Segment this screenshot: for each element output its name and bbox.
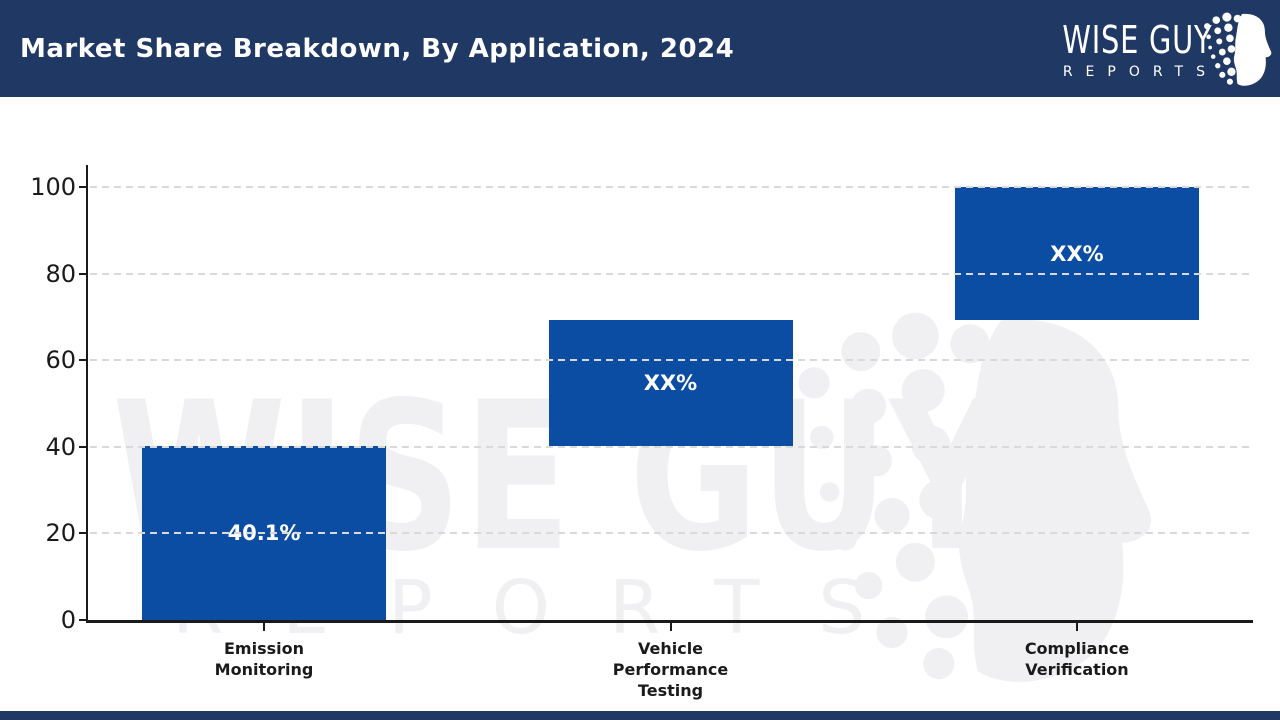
gridline-80 xyxy=(90,272,1253,275)
x-category-label: Vehicle Performance Testing xyxy=(511,638,831,701)
y-tick-label-80: 80 xyxy=(45,259,76,288)
x-tick-1 xyxy=(669,623,672,631)
x-category-label-line: Testing xyxy=(637,681,704,700)
y-tick-100 xyxy=(79,186,86,188)
y-tick-label-100: 100 xyxy=(30,173,76,201)
gridline-100 xyxy=(90,186,1253,188)
bar-value-label: XX% xyxy=(1050,241,1104,266)
y-tick-label-40: 40 xyxy=(45,432,76,461)
header-bar: Market Share Breakdown, By Application, … xyxy=(0,0,1280,97)
y-tick-label-20: 20 xyxy=(45,519,76,548)
x-category-label-line: Compliance xyxy=(1024,639,1130,658)
x-category-label-line: Performance xyxy=(612,660,729,679)
x-category-label-line: Vehicle xyxy=(637,639,704,658)
brand-logo: WISE GUY REPORTS xyxy=(1015,4,1274,94)
brand-logo-text: WISE GUY REPORTS xyxy=(1015,18,1212,80)
logo-subtitle: REPORTS xyxy=(1062,64,1218,80)
y-tick-0 xyxy=(79,619,86,621)
bar-value-label: XX% xyxy=(643,371,698,396)
bar-compliance-verification: XX% xyxy=(955,187,1199,321)
x-category-label-line: Verification xyxy=(1025,660,1129,679)
gridline-60 xyxy=(90,359,1253,362)
y-tick-20 xyxy=(79,532,86,535)
logo-wordmark: WISE GUY xyxy=(1061,18,1212,62)
x-axis-line xyxy=(88,620,1253,623)
bar-chart: WISE GUY REPORTS 0 20 40 60 80 100 40.1% XX% XX%… xyxy=(0,97,1280,711)
gridline-40 xyxy=(90,445,1253,448)
gridline-20 xyxy=(90,532,1253,535)
y-tick-label-60: 60 xyxy=(45,346,76,375)
x-category-label: Compliance Verification xyxy=(917,638,1237,680)
bar-vehicle-performance-testing: XX% xyxy=(548,320,793,447)
wise-guy-face-icon xyxy=(1204,12,1272,86)
chart-title: Market Share Breakdown, By Application, … xyxy=(20,33,735,64)
y-tick-60 xyxy=(79,359,86,362)
y-tick-label-0: 0 xyxy=(60,606,76,634)
y-tick-40 xyxy=(79,445,86,448)
x-category-label-line: Emission xyxy=(224,639,304,658)
footer-bar xyxy=(0,711,1280,720)
x-tick-0 xyxy=(263,623,265,631)
x-category-label: Emission Monitoring xyxy=(104,638,424,680)
y-tick-80 xyxy=(79,272,86,275)
watermark-face-icon xyxy=(798,312,1152,682)
y-axis-line xyxy=(86,165,88,623)
x-tick-2 xyxy=(1076,623,1078,631)
x-category-label-line: Monitoring xyxy=(214,660,314,679)
